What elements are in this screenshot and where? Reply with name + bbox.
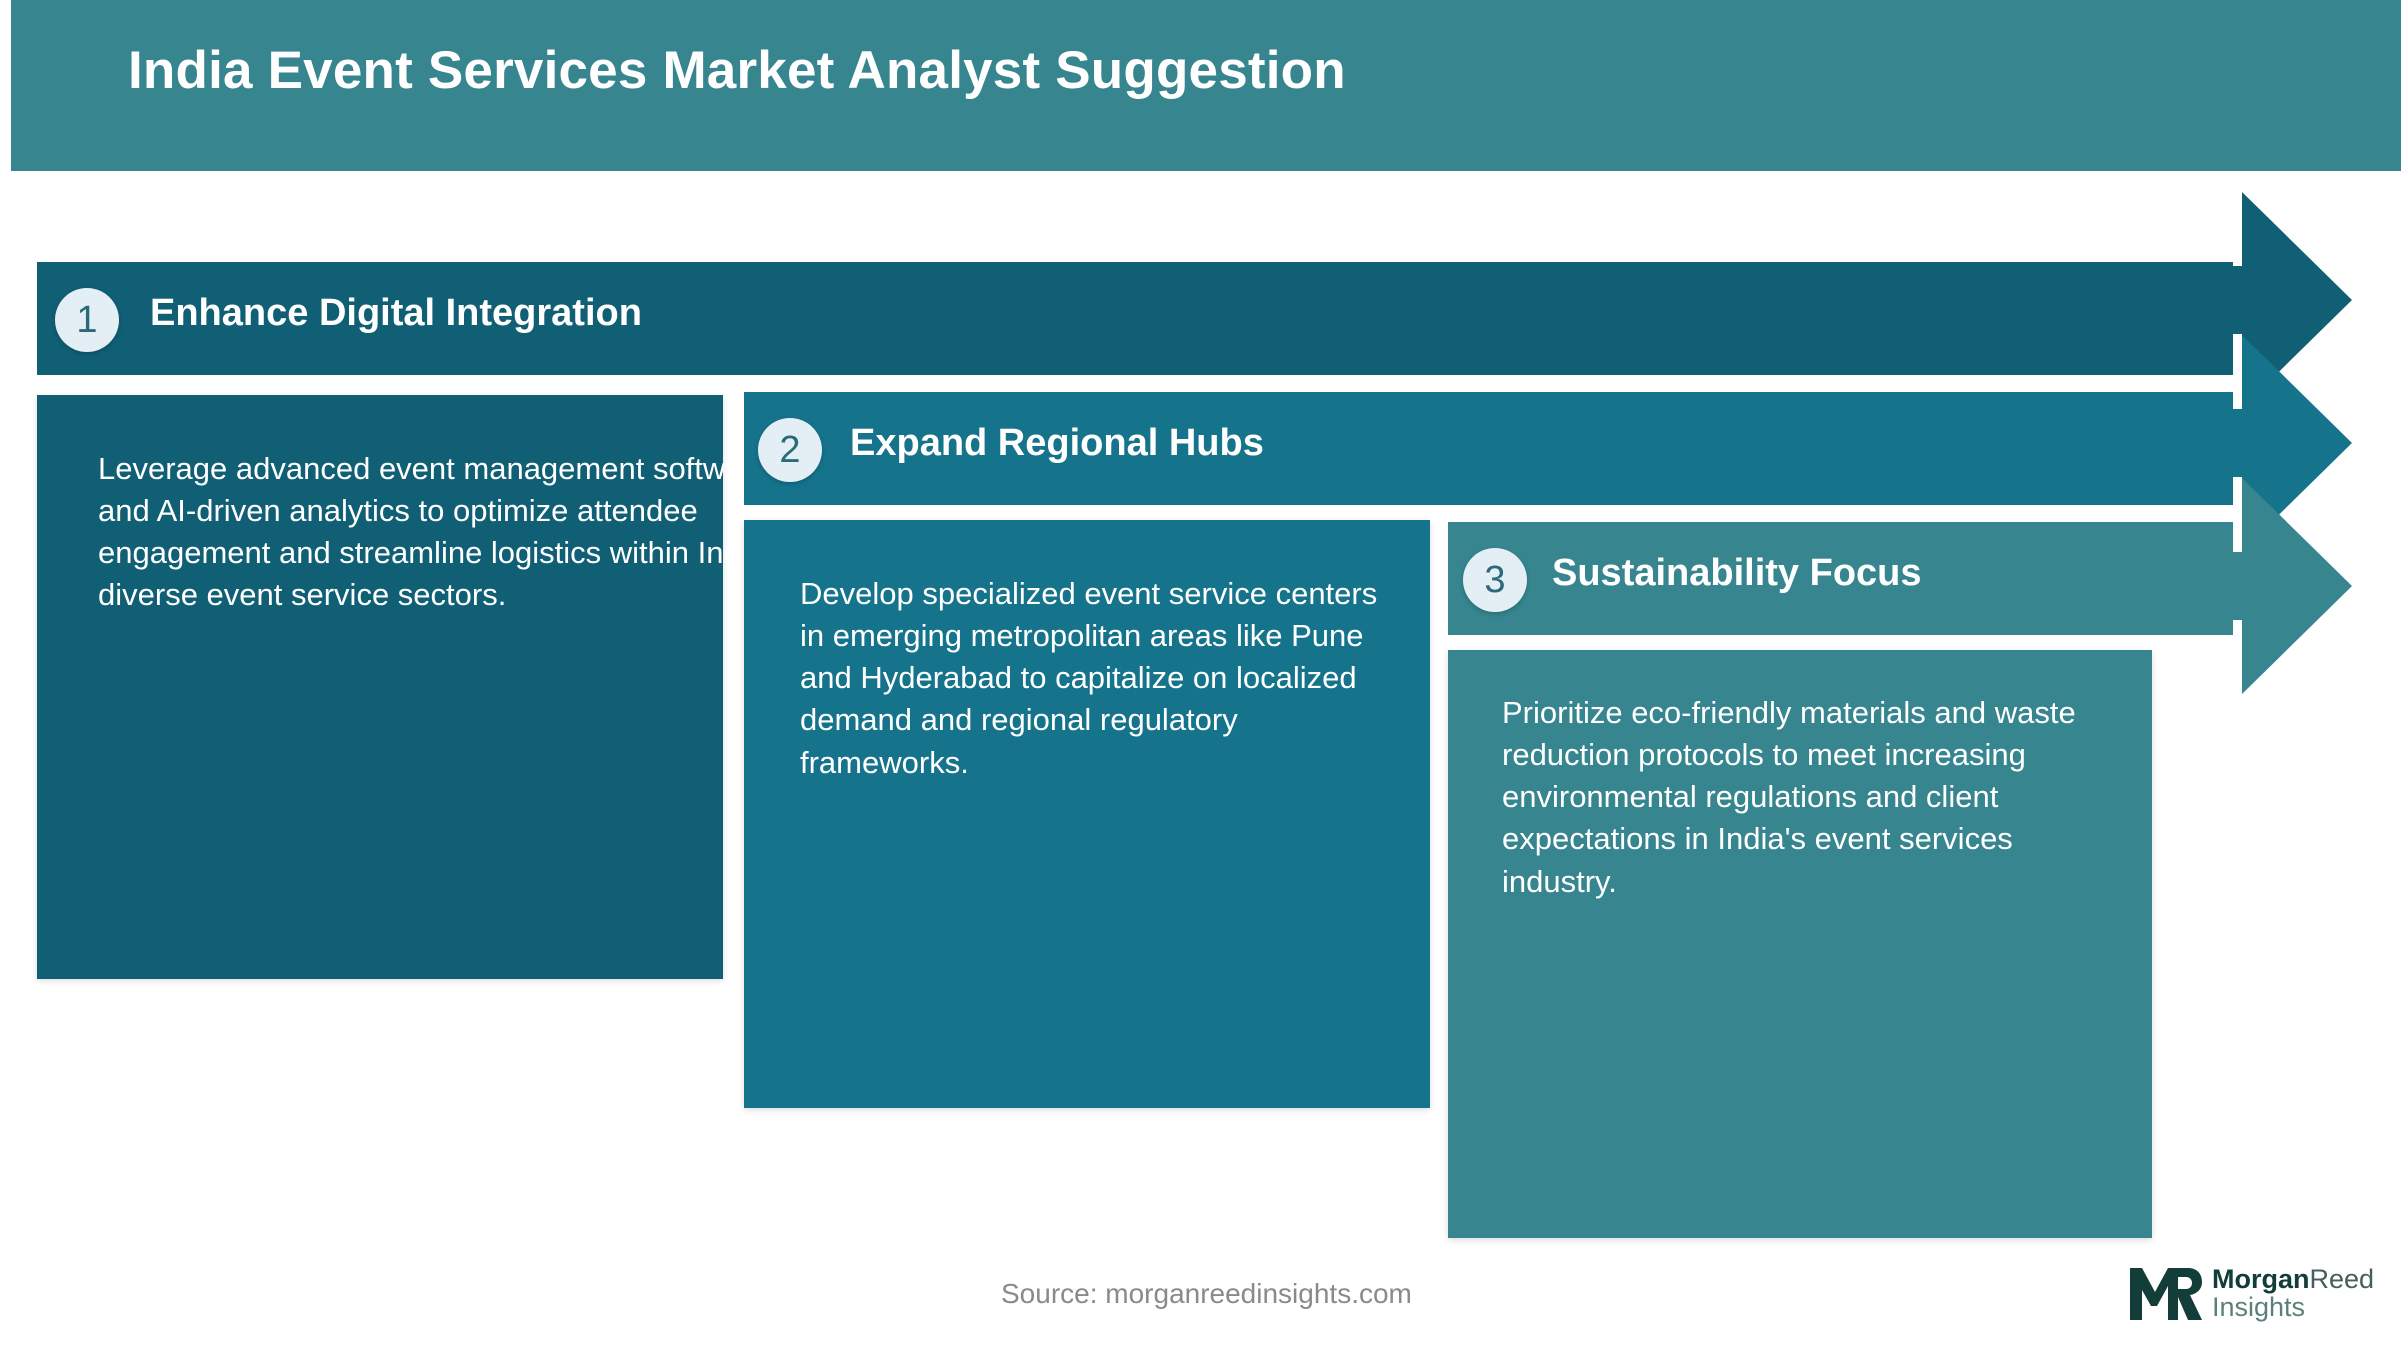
logo-tagline: Insights <box>2212 1292 2306 1322</box>
step-number-badge-2: 2 <box>758 418 822 482</box>
step-heading-3: Sustainability Focus <box>1552 552 1922 594</box>
step-number-badge-3: 3 <box>1463 548 1527 612</box>
step-number-badge-1: 1 <box>55 288 119 352</box>
step-bar-1[interactable] <box>37 262 2233 375</box>
step-number-3: 3 <box>1484 558 1506 601</box>
step-heading-1: Enhance Digital Integration <box>150 292 642 334</box>
step-text-1: Leverage advanced event management softw… <box>98 451 787 613</box>
page-title: India Event Services Market Analyst Sugg… <box>128 41 1346 100</box>
step-number-1: 1 <box>76 298 98 341</box>
mr-monogram-icon <box>2130 1268 2202 1320</box>
step-bar-3[interactable] <box>1448 522 2233 635</box>
step-body-1 <box>37 395 723 979</box>
step-number-2: 2 <box>779 428 801 471</box>
step-text-2: Develop specialized event service center… <box>800 576 1386 780</box>
source-label: Source: morganreedinsights.com <box>1001 1278 1412 1309</box>
step-body-3 <box>1448 650 2152 1238</box>
header-band <box>0 0 2401 171</box>
step-body-2 <box>744 520 1430 1108</box>
logo-name-regular: Reed <box>2309 1264 2375 1295</box>
step-heading-2: Expand Regional Hubs <box>850 422 1264 464</box>
logo-name-bold: Morgan <box>2212 1264 2310 1295</box>
step-text-3: Prioritize eco-friendly materials and wa… <box>1502 695 2085 899</box>
header-left-margin <box>0 0 11 171</box>
brand-logo: MorganReed Insights <box>2128 1258 2378 1330</box>
step-bar-2[interactable] <box>744 392 2233 505</box>
